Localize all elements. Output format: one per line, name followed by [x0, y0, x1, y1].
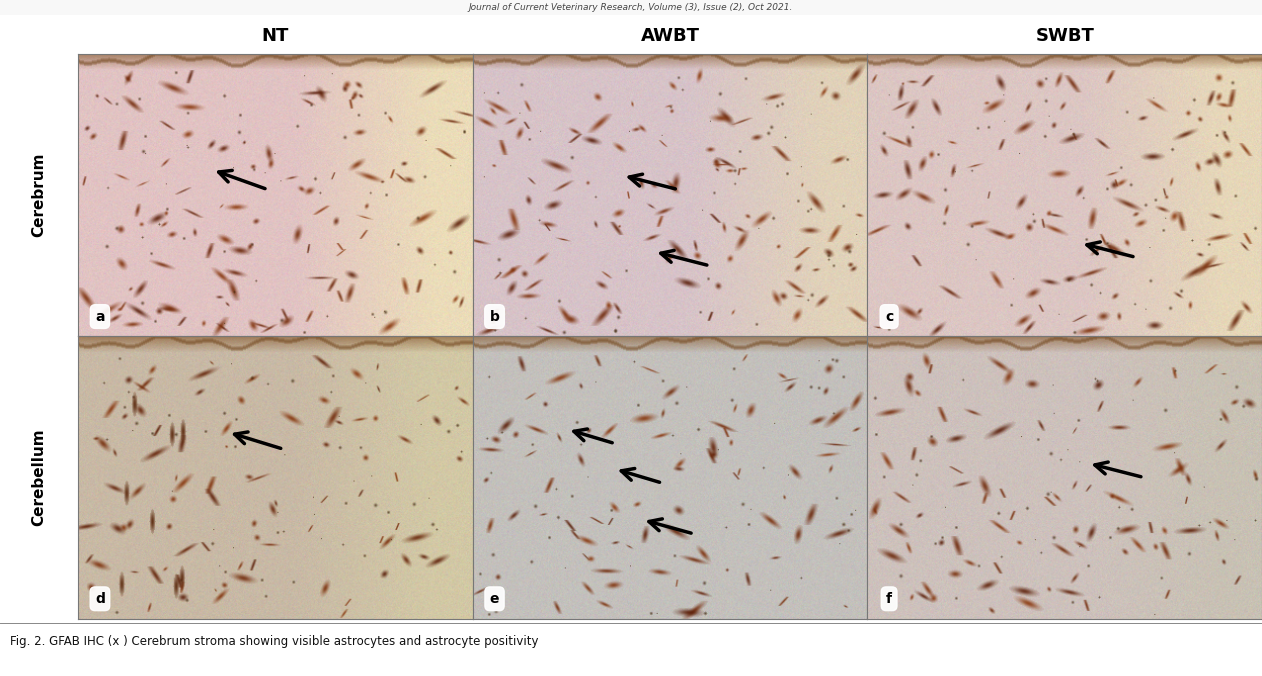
Text: a: a [95, 310, 105, 324]
Text: AWBT: AWBT [641, 28, 699, 45]
Text: f: f [886, 592, 892, 606]
Text: NT: NT [261, 28, 289, 45]
Text: Cerebrum: Cerebrum [32, 153, 47, 237]
Text: SWBT: SWBT [1035, 28, 1094, 45]
Text: e: e [490, 592, 500, 606]
Text: Fig. 2. GFAB IHC (x ) Cerebrum stroma showing visible astrocytes and astrocyte p: Fig. 2. GFAB IHC (x ) Cerebrum stroma sh… [10, 635, 539, 648]
Text: b: b [490, 310, 500, 324]
Text: Journal of Current Veterinary Research, Volume (3), Issue (2), Oct 2021.: Journal of Current Veterinary Research, … [468, 3, 794, 12]
Text: d: d [95, 592, 105, 606]
Text: c: c [885, 310, 893, 324]
Text: Cerebellum: Cerebellum [32, 429, 47, 526]
